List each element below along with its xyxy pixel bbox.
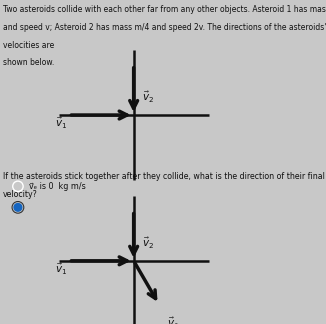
Text: Two asteroids collide with each other far from any other objects. Asteroid 1 has: Two asteroids collide with each other fa…: [3, 5, 326, 14]
Text: $\vec{v}_1$: $\vec{v}_1$: [55, 261, 68, 277]
Circle shape: [13, 203, 22, 212]
Text: and speed v; Asteroid 2 has mass m/4 and speed 2v. The directions of the asteroi: and speed v; Asteroid 2 has mass m/4 and…: [3, 23, 326, 32]
Text: velocity?: velocity?: [3, 190, 38, 199]
Text: If the asteroids stick together after they collide, what is the direction of the: If the asteroids stick together after th…: [3, 172, 325, 181]
Text: $\vec{v}_f$: $\vec{v}_f$: [167, 316, 179, 324]
Text: v⃗ₑ is 0  kg m/s: v⃗ₑ is 0 kg m/s: [29, 182, 86, 191]
Text: $\vec{v}_2$: $\vec{v}_2$: [142, 235, 154, 251]
Text: shown below.: shown below.: [3, 58, 54, 67]
Text: $\vec{v}_1$: $\vec{v}_1$: [55, 115, 68, 131]
Text: $\vec{v}_2$: $\vec{v}_2$: [142, 89, 154, 105]
Text: velocities are: velocities are: [3, 40, 54, 50]
